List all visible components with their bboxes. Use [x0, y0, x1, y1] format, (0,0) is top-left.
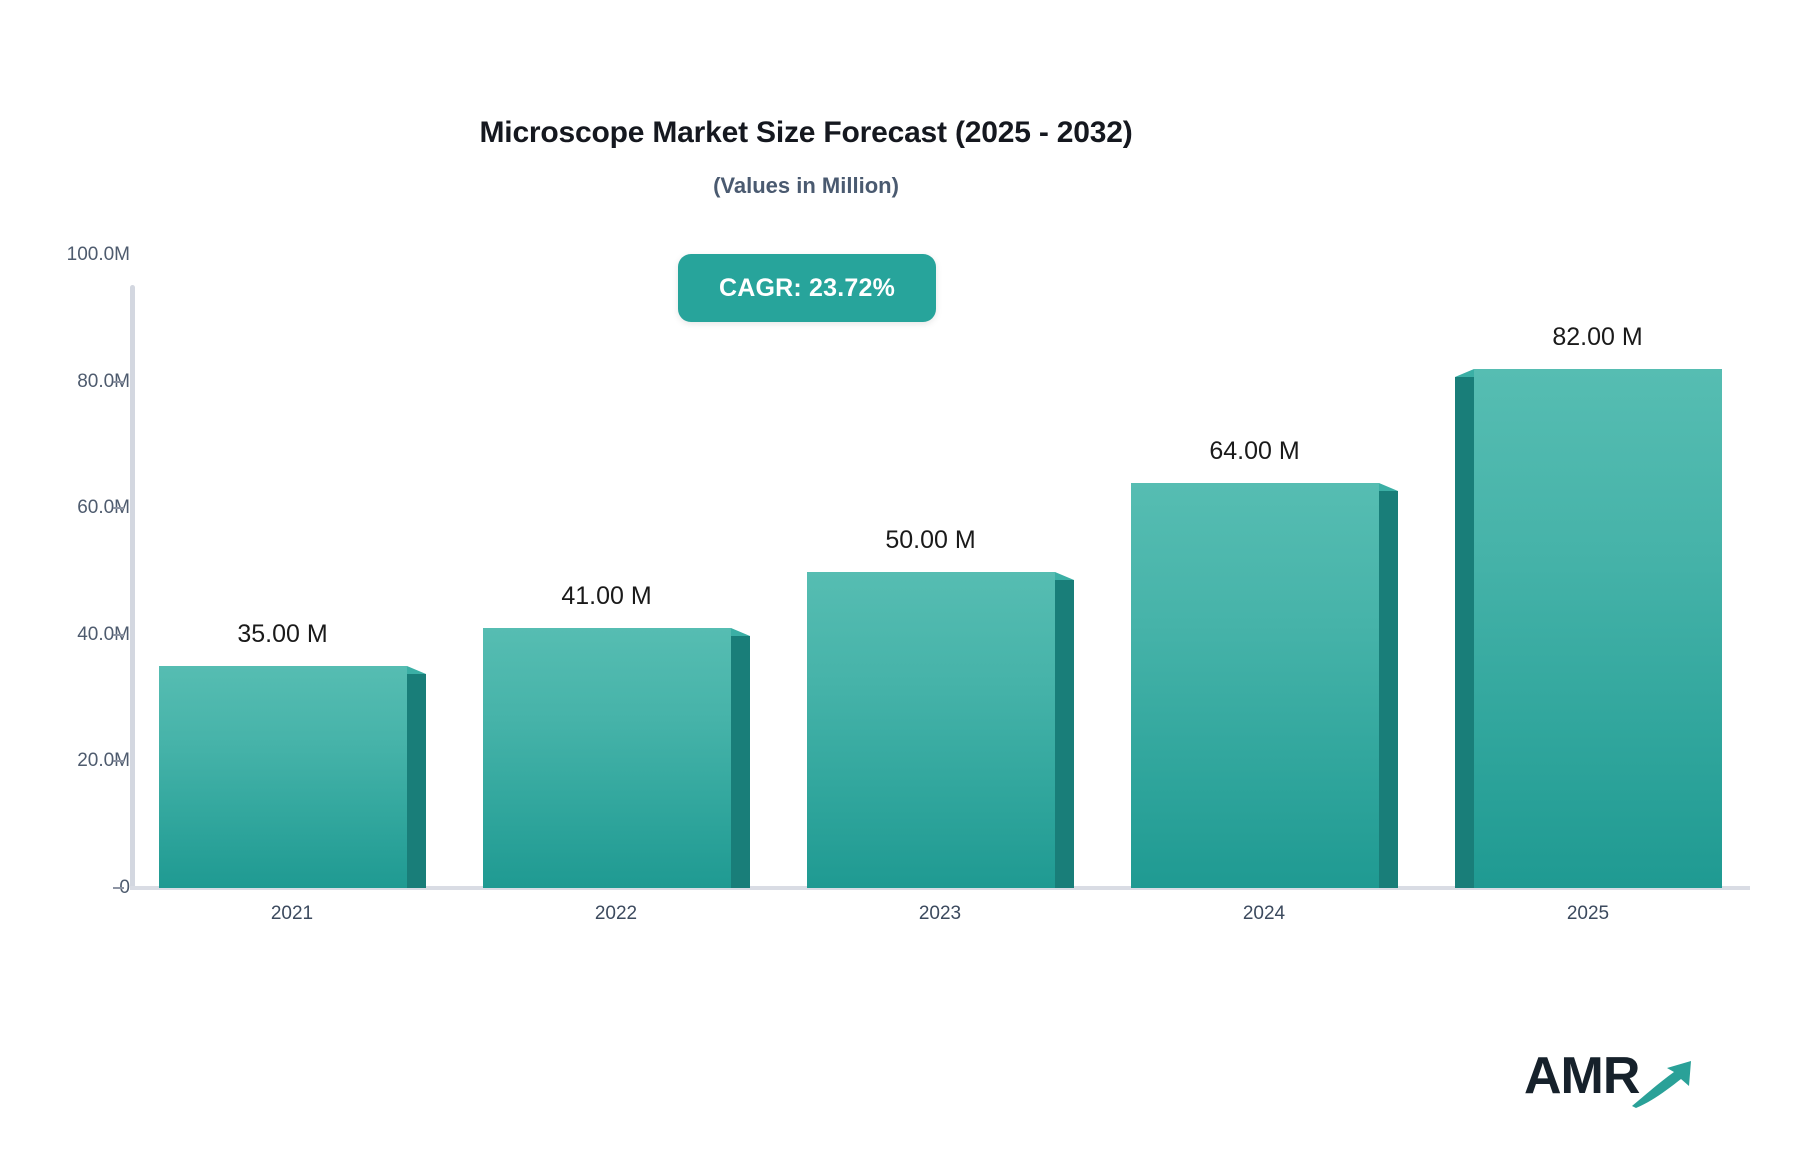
bar-value-label: 64.00 M — [1209, 436, 1300, 465]
x-axis-tick-label: 2023 — [918, 903, 962, 924]
y-axis-tick-label: 80.0M — [77, 370, 130, 392]
bar-side-face — [406, 674, 426, 888]
bar-top-face — [730, 628, 750, 637]
bar-top-face — [1378, 482, 1398, 491]
x-axis-tick-label: 2025 — [1566, 903, 1610, 924]
bar-top-face — [1454, 368, 1474, 377]
cagr-badge-label: CAGR: 23.72% — [718, 273, 896, 302]
y-axis-tick-mark — [113, 760, 124, 763]
y-axis-tick-label: 60.0M — [77, 497, 130, 519]
y-axis-tick-mark — [113, 633, 124, 636]
y-axis-tick-label: 20.0M — [77, 750, 130, 772]
y-axis-tick-label: 40.0M — [77, 623, 130, 645]
bar-side-face — [1378, 490, 1398, 888]
bar-front-face — [1473, 368, 1722, 888]
x-axis-tick-label: 2021 — [270, 903, 314, 924]
bar-side-face — [1454, 376, 1474, 888]
bar-top-face — [406, 666, 426, 675]
x-axis-tick-label: 2022 — [594, 903, 638, 924]
amr-logo-text: AMR — [1524, 1047, 1640, 1105]
cagr-badge: CAGR: 23.72% — [678, 254, 936, 322]
bar-side-face — [730, 636, 750, 888]
y-axis-tick-mark — [113, 887, 124, 889]
bar-front-face — [1130, 482, 1379, 888]
bar-front-face — [158, 666, 407, 888]
bar-front-face — [806, 571, 1055, 888]
page-title: Microscope Market Size Forecast (2025 - … — [479, 116, 1133, 149]
growth-arrow-icon — [1632, 1061, 1691, 1108]
y-axis-tick-label: 0 — [119, 877, 130, 898]
amr-logo: AMR — [1524, 1044, 1704, 1118]
y-axis-tick-label: 100.0M — [66, 244, 130, 265]
bar-value-label: 50.00 M — [885, 525, 976, 554]
y-axis-tick-mark — [113, 380, 124, 383]
bar-value-label: 41.00 M — [561, 582, 652, 611]
bar-value-label: 35.00 M — [237, 620, 328, 649]
bar-front-face — [482, 628, 731, 888]
y-axis-line — [130, 285, 135, 890]
bar-side-face — [1054, 579, 1074, 888]
y-axis-tick-mark — [113, 507, 124, 510]
x-axis-baseline — [130, 886, 1750, 890]
x-axis-tick-label: 2024 — [1242, 903, 1286, 924]
bar-value-label: 82.00 M — [1552, 322, 1643, 351]
page-subtitle: (Values in Million) — [713, 173, 899, 198]
bar-top-face — [1054, 571, 1074, 580]
